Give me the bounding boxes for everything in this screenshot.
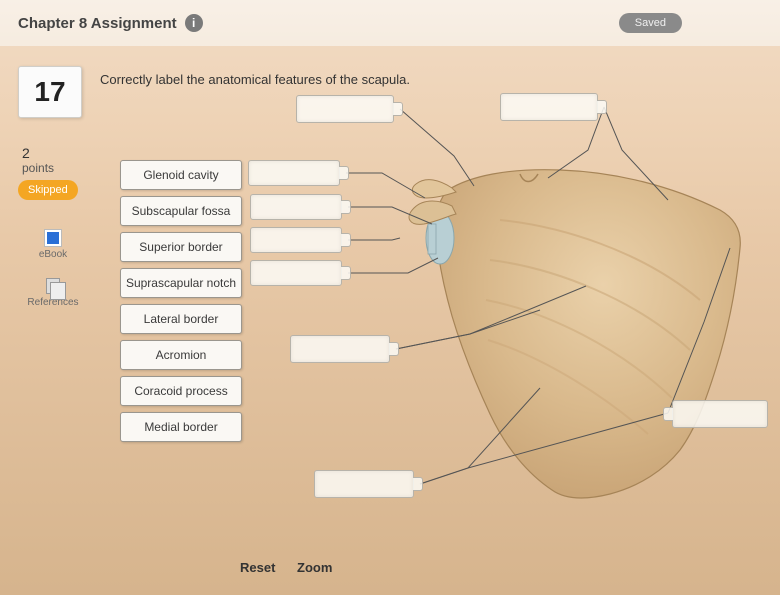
points-block: 2 points (22, 145, 54, 175)
ebook-button[interactable]: eBook (22, 230, 84, 260)
diagram-controls: Reset Zoom (240, 560, 350, 575)
dz-right[interactable] (672, 400, 768, 428)
skipped-badge: Skipped (18, 180, 78, 200)
assignment-title: Chapter 8 Assignment (18, 15, 177, 32)
top-bar: Chapter 8 Assignment i Saved (0, 0, 780, 46)
dz-top-right[interactable] (500, 93, 598, 121)
label-chip[interactable]: Medial border (120, 412, 242, 442)
scapula-body (436, 170, 740, 498)
dz-upper-2[interactable] (250, 194, 342, 220)
zoom-button[interactable]: Zoom (297, 560, 332, 575)
points-label: points (22, 161, 54, 175)
ebook-label: eBook (39, 249, 67, 260)
question-number-box: 17 (18, 66, 82, 118)
label-chip[interactable]: Coracoid process (120, 376, 242, 406)
saved-badge: Saved (619, 13, 682, 33)
label-chip[interactable]: Subscapular fossa (120, 196, 242, 226)
label-chip[interactable]: Glenoid cavity (120, 160, 242, 190)
label-bank: Glenoid cavity Subscapular fossa Superio… (120, 160, 242, 448)
references-button[interactable]: References (22, 278, 84, 308)
question-number: 17 (34, 76, 65, 108)
dz-mid[interactable] (290, 335, 390, 363)
dz-bottom[interactable] (314, 470, 414, 498)
question-prompt: Correctly label the anatomical features … (100, 72, 410, 87)
label-chip[interactable]: Lateral border (120, 304, 242, 334)
label-chip[interactable]: Suprascapular notch (120, 268, 242, 298)
references-icon (46, 278, 60, 294)
dz-top-left[interactable] (296, 95, 394, 123)
label-chip[interactable]: Acromion (120, 340, 242, 370)
info-icon[interactable]: i (185, 14, 203, 32)
reset-button[interactable]: Reset (240, 560, 275, 575)
label-chip[interactable]: Superior border (120, 232, 242, 262)
dz-upper-1[interactable] (248, 160, 340, 186)
dz-upper-4[interactable] (250, 260, 342, 286)
dz-upper-3[interactable] (250, 227, 342, 253)
ebook-icon (45, 230, 61, 246)
points-value: 2 (22, 145, 54, 161)
